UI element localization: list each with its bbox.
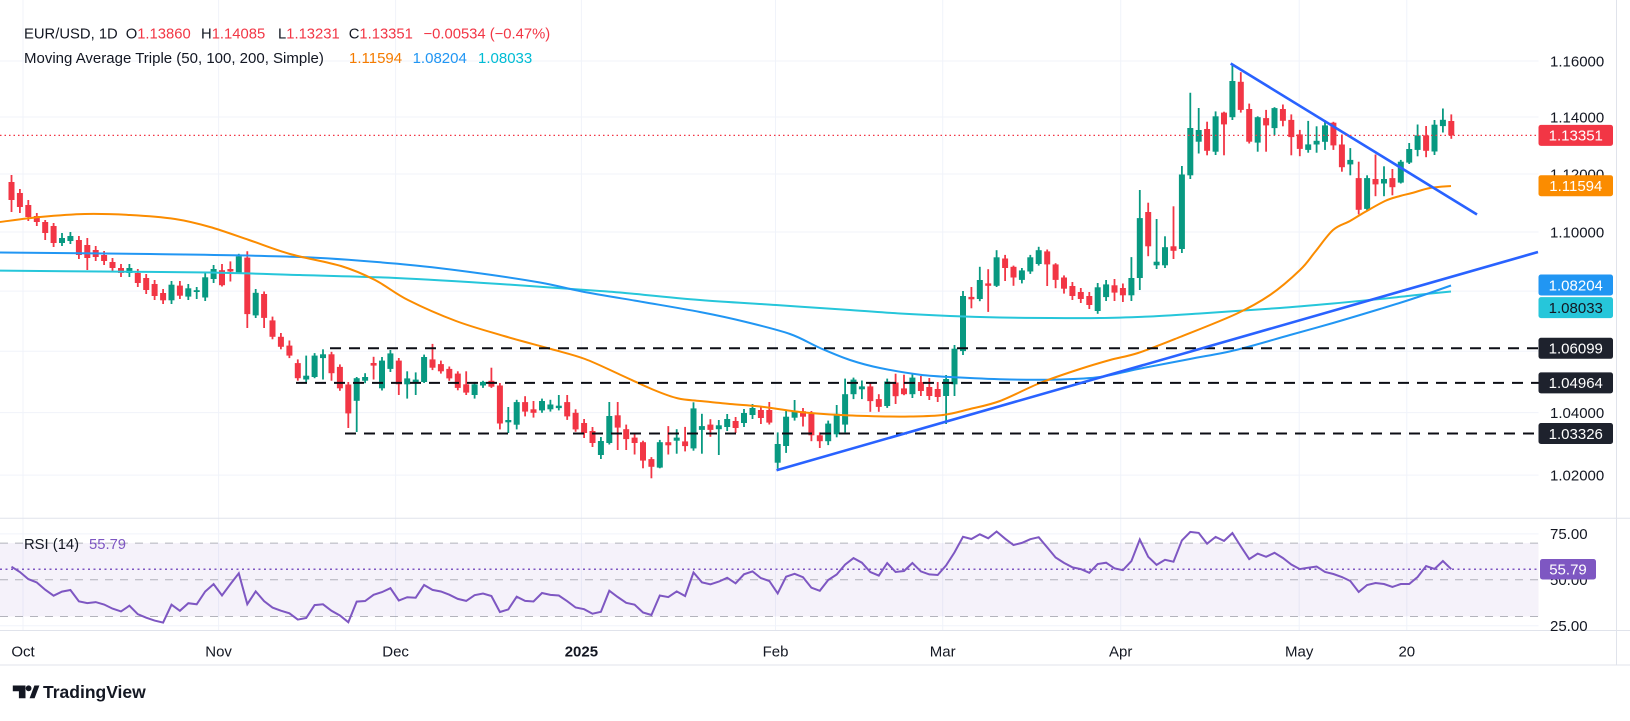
svg-text:55.79: 55.79 [89, 537, 126, 553]
svg-text:L1.13231: L1.13231 [278, 26, 340, 42]
svg-text:75.00: 75.00 [1550, 526, 1588, 543]
svg-text:Nov: Nov [205, 643, 232, 660]
svg-text:May: May [1285, 643, 1314, 660]
svg-text:1.14000: 1.14000 [1550, 109, 1604, 126]
svg-text:55.79: 55.79 [1549, 562, 1587, 579]
svg-text:TradingView: TradingView [43, 682, 146, 702]
svg-text:1.03326: 1.03326 [1549, 426, 1603, 443]
svg-text:1.11594: 1.11594 [349, 50, 402, 67]
svg-text:20: 20 [1398, 643, 1415, 660]
svg-text:O1.13860: O1.13860 [126, 26, 191, 42]
svg-text:Mar: Mar [930, 643, 956, 660]
svg-text:1.02000: 1.02000 [1550, 467, 1604, 484]
svg-text:1.08033: 1.08033 [478, 50, 532, 67]
svg-text:1.08204: 1.08204 [1549, 277, 1603, 294]
svg-text:1.06099: 1.06099 [1549, 341, 1603, 358]
svg-text:RSI (14): RSI (14) [24, 537, 79, 553]
svg-text:1.08204: 1.08204 [413, 50, 467, 67]
svg-text:Feb: Feb [763, 643, 789, 660]
svg-text:Oct: Oct [11, 643, 35, 660]
svg-text:Moving Average Triple (50, 100: Moving Average Triple (50, 100, 200, Sim… [24, 50, 324, 67]
svg-text:1.04964: 1.04964 [1549, 375, 1603, 392]
svg-text:Apr: Apr [1109, 643, 1132, 660]
svg-text:1.11594: 1.11594 [1549, 178, 1602, 195]
svg-text:Dec: Dec [382, 643, 409, 660]
svg-text:H1.14085: H1.14085 [201, 26, 265, 42]
svg-text:1.04000: 1.04000 [1550, 405, 1604, 422]
svg-text:C1.13351: C1.13351 [349, 26, 413, 42]
svg-text:25.00: 25.00 [1550, 618, 1588, 635]
svg-text:EUR/USD, 1D: EUR/USD, 1D [24, 26, 118, 42]
svg-text:1.13351: 1.13351 [1549, 128, 1603, 145]
svg-text:−0.00534 (−0.47%): −0.00534 (−0.47%) [424, 26, 551, 42]
svg-text:1.16000: 1.16000 [1550, 53, 1604, 70]
svg-text:1.08033: 1.08033 [1549, 300, 1603, 317]
svg-text:1.10000: 1.10000 [1550, 224, 1604, 241]
svg-text:2025: 2025 [565, 643, 598, 660]
